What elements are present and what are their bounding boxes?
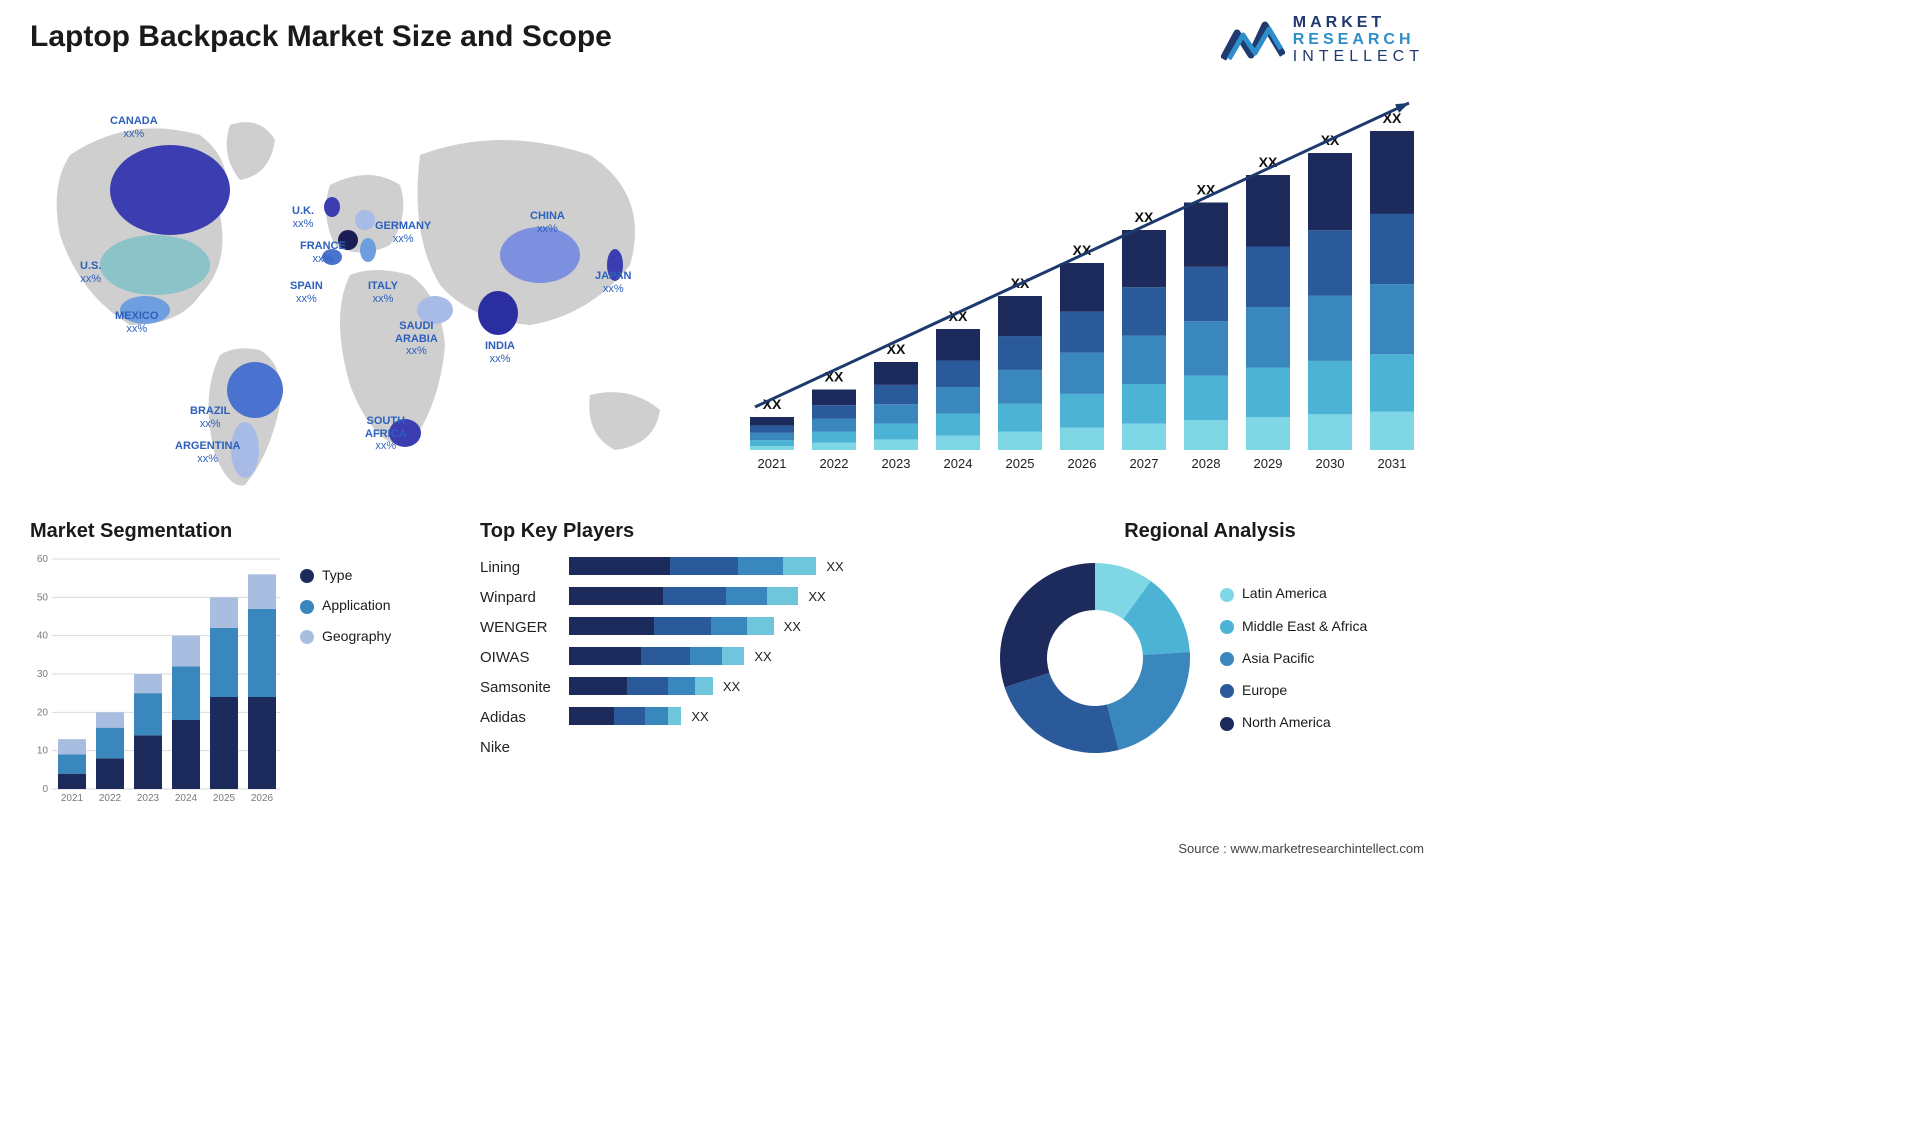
svg-text:2024: 2024 <box>175 793 198 803</box>
regional-legend-item: Europe <box>1220 682 1367 698</box>
page-title: Laptop Backpack Market Size and Scope <box>30 20 612 54</box>
svg-text:2022: 2022 <box>820 456 849 470</box>
svg-text:2021: 2021 <box>758 456 787 470</box>
key-player-name: Nike <box>480 733 551 763</box>
map-label-saudi-arabia: SAUDIARABIAxx% <box>395 320 438 358</box>
map-label-canada: CANADAxx% <box>110 115 158 140</box>
map-label-mexico: MEXICOxx% <box>115 310 158 335</box>
svg-text:2028: 2028 <box>1192 456 1221 470</box>
segmentation-legend-item: Geography <box>300 628 391 644</box>
source-attribution: Source : www.marketresearchintellect.com <box>1178 841 1424 856</box>
regional-analysis-section: Regional Analysis Latin America Middle Ea… <box>990 520 1430 763</box>
map-label-china: CHINAxx% <box>530 210 565 235</box>
map-label-u-k-: U.K.xx% <box>292 205 314 230</box>
key-player-value: XX <box>754 649 771 664</box>
segmentation-legend-item: Application <box>300 597 391 613</box>
segmentation-legend-item: Type <box>300 567 391 583</box>
regional-donut-chart <box>990 553 1200 763</box>
logo-line3: INTELLECT <box>1293 49 1424 66</box>
key-players-chart: XXXXXXXXXXXX <box>569 553 960 763</box>
svg-text:2025: 2025 <box>1006 456 1035 470</box>
key-player-value: XX <box>808 589 825 604</box>
key-player-value: XX <box>723 679 740 694</box>
svg-text:2031: 2031 <box>1378 456 1407 470</box>
regional-legend-item: Latin America <box>1220 585 1367 601</box>
map-label-u-s-: U.S.xx% <box>80 260 101 285</box>
svg-text:2029: 2029 <box>1254 456 1283 470</box>
key-player-name: Adidas <box>480 703 551 733</box>
key-player-bar-row: XX <box>569 587 960 605</box>
svg-text:60: 60 <box>37 554 49 565</box>
map-label-brazil: BRAZILxx% <box>190 405 230 430</box>
svg-text:0: 0 <box>42 784 48 795</box>
key-player-bar-row: XX <box>569 707 960 725</box>
map-label-india: INDIAxx% <box>485 340 515 365</box>
regional-legend-item: Middle East & Africa <box>1220 618 1367 634</box>
key-player-name: WENGER <box>480 613 551 643</box>
key-player-value: XX <box>784 619 801 634</box>
map-label-south-africa: SOUTHAFRICAxx% <box>365 415 407 453</box>
key-players-title: Top Key Players <box>480 520 960 543</box>
regional-title: Regional Analysis <box>990 520 1430 543</box>
svg-text:2021: 2021 <box>61 793 84 803</box>
svg-text:30: 30 <box>37 669 49 680</box>
logo-line2: RESEARCH <box>1293 32 1424 49</box>
regional-legend-item: North America <box>1220 714 1367 730</box>
key-player-bar-row: XX <box>569 677 960 695</box>
map-label-france: FRANCExx% <box>300 240 346 265</box>
svg-text:2023: 2023 <box>882 456 911 470</box>
key-player-bar <box>569 647 745 665</box>
key-player-bar-row: XX <box>569 647 960 665</box>
key-player-value: XX <box>691 709 708 724</box>
map-label-spain: SPAINxx% <box>290 280 323 305</box>
key-player-bar-row: XX <box>569 617 960 635</box>
brand-logo: MARKET RESEARCH INTELLECT <box>1221 15 1424 65</box>
key-player-bar <box>569 677 713 695</box>
svg-text:40: 40 <box>37 631 49 642</box>
key-player-name: Samsonite <box>480 673 551 703</box>
key-player-bar-row: XX <box>569 557 960 575</box>
logo-line1: MARKET <box>1293 15 1424 32</box>
svg-text:2024: 2024 <box>944 456 973 470</box>
svg-text:2023: 2023 <box>137 793 160 803</box>
regional-legend: Latin America Middle East & Africa Asia Pa… <box>1220 585 1367 730</box>
svg-text:2026: 2026 <box>1068 456 1097 470</box>
key-player-name: OIWAS <box>480 643 551 673</box>
segmentation-legend: Type Application Geography <box>300 553 391 803</box>
key-player-value: XX <box>826 559 843 574</box>
svg-text:2022: 2022 <box>99 793 122 803</box>
world-map: CANADAxx% U.S.xx% MEXICOxx% BRAZILxx% ARGENT… <box>30 95 710 495</box>
key-player-bar <box>569 617 774 635</box>
key-players-list: LiningWinpardWENGEROIWASSamsoniteAdidasN… <box>480 553 551 763</box>
logo-icon <box>1221 15 1285 65</box>
key-player-name: Winpard <box>480 583 551 613</box>
svg-text:50: 50 <box>37 592 49 603</box>
segmentation-chart: 0 10 20 30 40 50 60 2021 2022 2023 2024 2025 2026 <box>30 553 280 803</box>
map-label-argentina: ARGENTINAxx% <box>175 440 240 465</box>
map-label-italy: ITALYxx% <box>368 280 398 305</box>
svg-text:2026: 2026 <box>251 793 274 803</box>
svg-text:2027: 2027 <box>1130 456 1159 470</box>
market-growth-chart: XX2021XX2022XX2023XX2024XX2025XX2026XX20… <box>740 100 1430 470</box>
segmentation-title: Market Segmentation <box>30 520 460 543</box>
market-segmentation-section: Market Segmentation 0 10 20 30 40 50 60 2021 202… <box>30 520 460 803</box>
svg-text:2025: 2025 <box>213 793 236 803</box>
key-player-bar <box>569 707 682 725</box>
map-label-germany: GERMANYxx% <box>375 220 431 245</box>
svg-text:10: 10 <box>37 746 49 757</box>
regional-legend-item: Asia Pacific <box>1220 650 1367 666</box>
svg-text:20: 20 <box>37 707 49 718</box>
key-player-name: Lining <box>480 553 551 583</box>
key-player-bar <box>569 557 817 575</box>
svg-text:2030: 2030 <box>1316 456 1345 470</box>
map-label-japan: JAPANxx% <box>595 270 631 295</box>
key-players-section: Top Key Players LiningWinpardWENGEROIWAS… <box>480 520 960 763</box>
key-player-bar <box>569 587 799 605</box>
